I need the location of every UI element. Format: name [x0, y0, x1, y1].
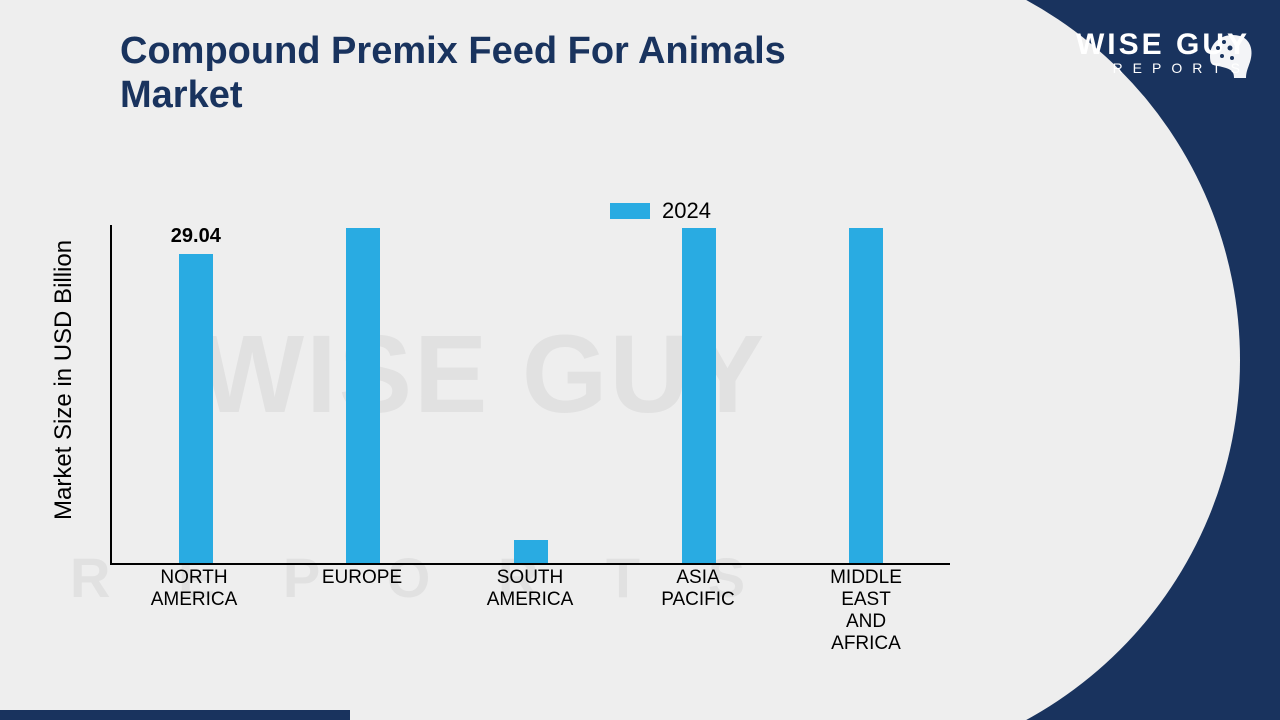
legend-label: 2024: [662, 198, 711, 224]
bar-slot: 29.04: [112, 254, 280, 563]
bar: [179, 254, 213, 563]
bar-value-label: 29.04: [171, 225, 221, 248]
x-tick-label: NORTH AMERICA: [110, 567, 278, 654]
logo-head-icon: [1200, 28, 1256, 84]
bar: [849, 228, 883, 563]
logo: WISE GUY REPORTS: [1076, 28, 1250, 76]
bottom-accent-bar: [0, 710, 350, 720]
legend-swatch: [610, 203, 650, 219]
bar-slot: [782, 228, 950, 563]
bar: [682, 228, 716, 563]
y-axis-label: Market Size in USD Billion: [50, 240, 78, 520]
x-tick-label: EUROPE: [278, 567, 446, 654]
x-ticks: NORTH AMERICAEUROPESOUTH AMERICAASIA PAC…: [110, 567, 950, 654]
bar-slot: [447, 540, 615, 563]
x-tick-label: SOUTH AMERICA: [446, 567, 614, 654]
x-tick-label: ASIA PACIFIC: [614, 567, 782, 654]
bar: [514, 540, 548, 563]
chart-title: Compound Premix Feed For Animals Market: [120, 30, 820, 117]
bar: [346, 228, 380, 563]
chart-canvas: WISE GUY R E P O R T S Compound Premix F…: [0, 0, 1280, 720]
legend: 2024: [610, 198, 711, 224]
bars-container: 29.04: [112, 225, 950, 563]
bar-slot: [280, 228, 448, 563]
x-tick-label: MIDDLE EAST AND AFRICA: [782, 567, 950, 654]
bar-slot: [615, 228, 783, 563]
plot-area: 29.04: [110, 225, 950, 565]
